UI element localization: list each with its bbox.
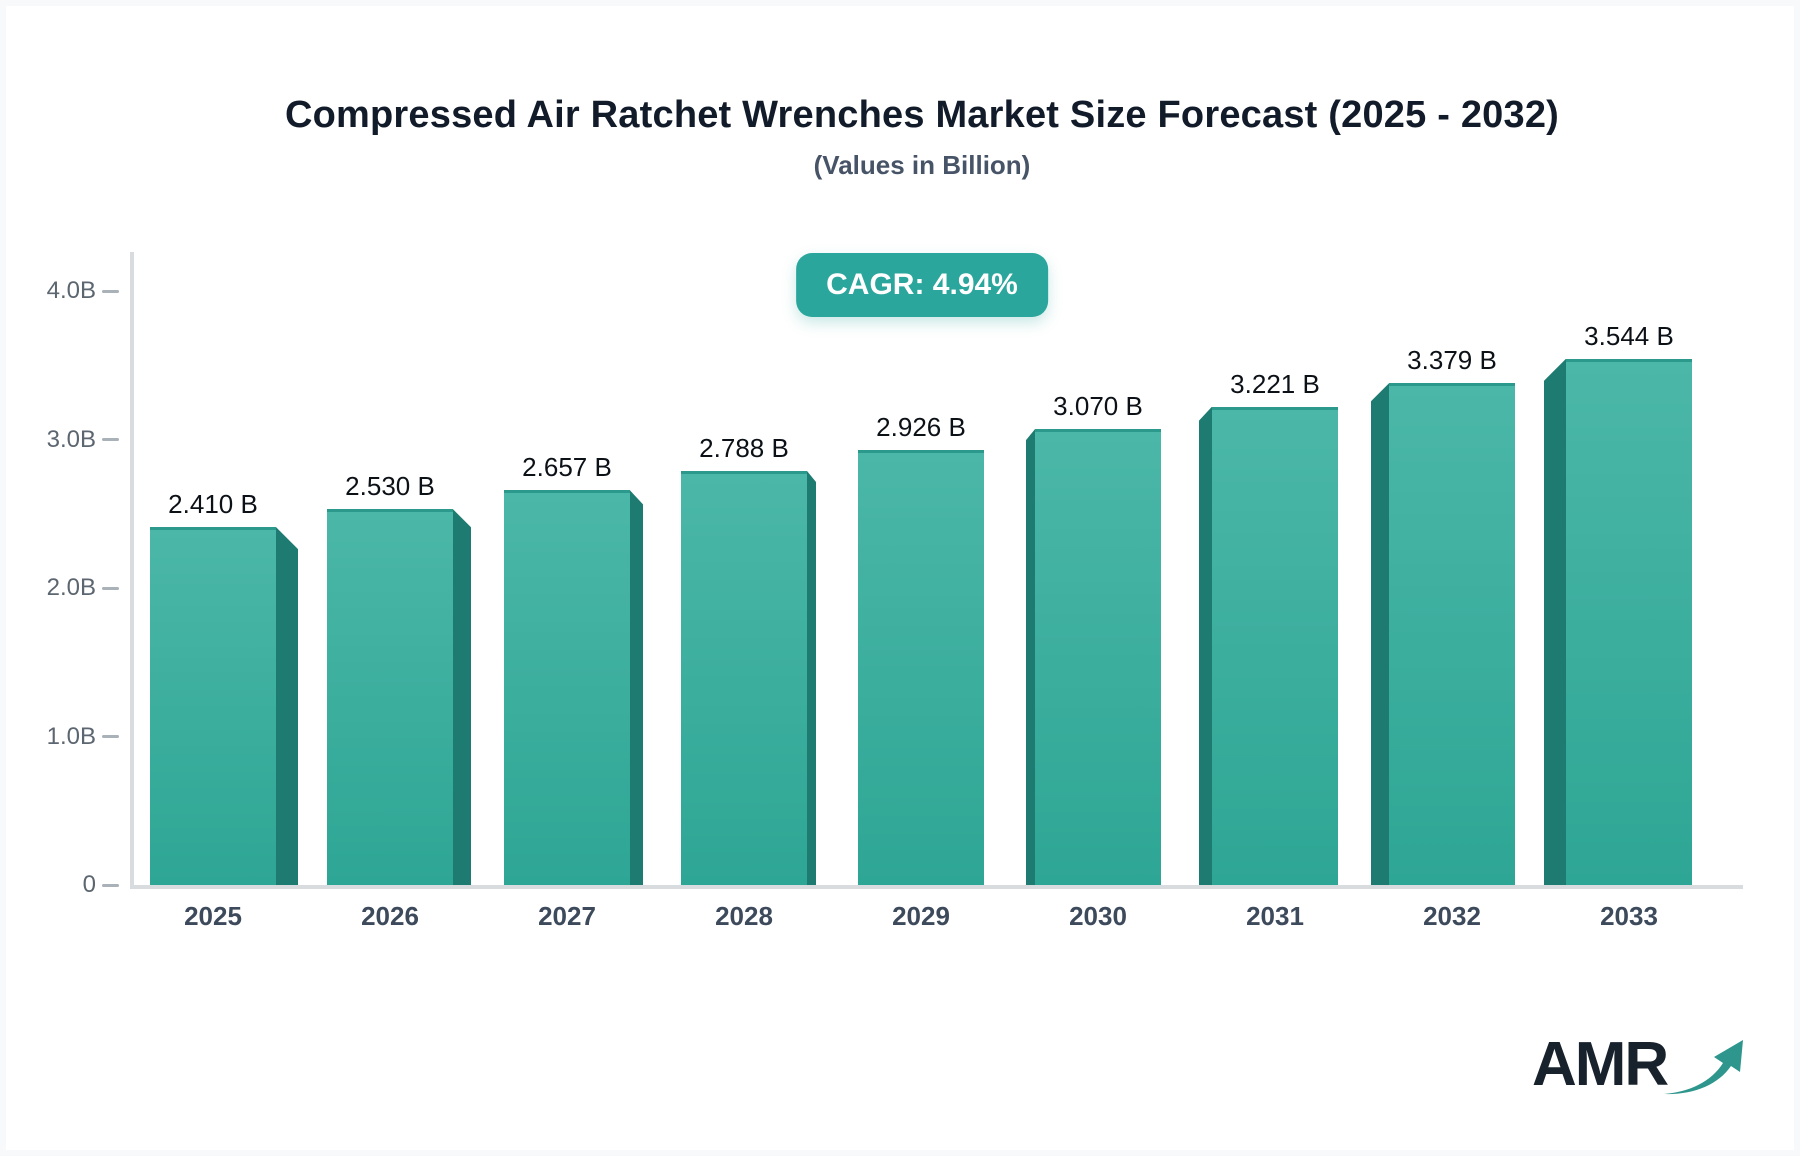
- x-axis-line: [130, 885, 1743, 889]
- y-tick-label: 0: [82, 871, 96, 898]
- bar-2025: [150, 527, 276, 885]
- y-axis-tick: [102, 883, 119, 887]
- x-axis-label-2031: 2031: [1246, 901, 1304, 931]
- x-axis-label-2030: 2030: [1069, 901, 1127, 931]
- y-tick-label: 2.0B: [46, 574, 96, 601]
- bar-value-label: 3.221 B: [1230, 368, 1320, 399]
- x-axis-label-2032: 2032: [1423, 901, 1481, 931]
- y-axis-line: [130, 252, 134, 889]
- bar-side-face-2026: [453, 509, 471, 885]
- bar-2033: [1566, 358, 1692, 885]
- bar-side-face-2028: [807, 470, 816, 885]
- bar-value-label: 3.544 B: [1584, 320, 1674, 351]
- bar-2026: [327, 509, 453, 885]
- x-axis-label-2025: 2025: [184, 901, 242, 931]
- bar-value-label: 2.657 B: [522, 452, 612, 483]
- bar-value-label: 3.070 B: [1053, 391, 1143, 422]
- bar-2032: [1389, 383, 1515, 885]
- x-axis-label-2027: 2027: [538, 901, 596, 931]
- chart-subtitle: (Values in Billion): [813, 150, 1031, 180]
- bar-value-label: 2.926 B: [876, 412, 966, 443]
- x-axis-label-2028: 2028: [715, 901, 773, 931]
- chart-title: Compressed Air Ratchet Wrenches Market S…: [284, 94, 1560, 136]
- bar-2031: [1212, 406, 1338, 885]
- bar-2027: [504, 490, 630, 885]
- cagr-badge: CAGR: 4.94%: [796, 253, 1048, 317]
- y-axis-tick: [102, 735, 119, 738]
- bar-value-label: 2.788 B: [699, 432, 789, 463]
- amr-logo: AMR: [1532, 1034, 1747, 1098]
- bar-side-face-2027: [630, 490, 643, 885]
- bar-side-face-2033: [1544, 358, 1566, 885]
- bar-2030: [1035, 429, 1161, 885]
- bar-2028: [681, 470, 807, 885]
- bar-2029: [858, 450, 984, 885]
- growth-arrow-icon: [1664, 1040, 1744, 1095]
- x-axis-label-2033: 2033: [1600, 901, 1658, 931]
- y-axis-tick: [102, 586, 119, 590]
- bar-side-face-2032: [1371, 383, 1389, 885]
- y-axis-tick: [102, 289, 119, 293]
- bar-value-label: 2.530 B: [345, 471, 435, 502]
- x-axis-label-2029: 2029: [892, 901, 950, 931]
- bar-side-face-2025: [276, 527, 298, 885]
- y-axis-tick: [102, 438, 119, 441]
- y-tick-label: 4.0B: [46, 277, 96, 304]
- bar-value-label: 2.410 B: [168, 489, 258, 520]
- y-tick-label: 1.0B: [46, 722, 96, 750]
- x-axis-label-2026: 2026: [361, 901, 419, 931]
- bar-side-face-2030: [1026, 429, 1035, 885]
- amr-logo-text: AMR: [1532, 1030, 1669, 1099]
- bar-side-face-2031: [1199, 406, 1212, 885]
- y-tick-label: 3.0B: [46, 425, 96, 453]
- bar-value-label: 3.379 B: [1407, 345, 1497, 376]
